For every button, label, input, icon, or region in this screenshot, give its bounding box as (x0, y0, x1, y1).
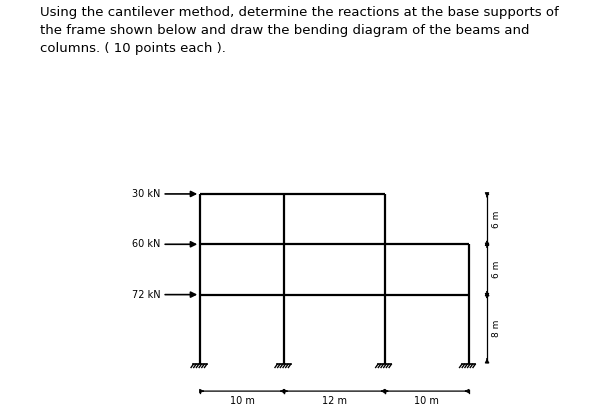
Text: 12 m: 12 m (322, 396, 347, 406)
Text: 10 m: 10 m (230, 396, 254, 406)
Text: 60 kN: 60 kN (132, 239, 161, 249)
Text: 6 m: 6 m (492, 211, 501, 228)
Text: 8 m: 8 m (492, 319, 501, 337)
Text: Using the cantilever method, determine the reactions at the base supports of
the: Using the cantilever method, determine t… (40, 6, 558, 55)
Text: 72 kN: 72 kN (132, 290, 161, 300)
Text: 6 m: 6 m (492, 261, 501, 278)
Text: 30 kN: 30 kN (132, 189, 161, 199)
Text: 10 m: 10 m (414, 396, 439, 406)
